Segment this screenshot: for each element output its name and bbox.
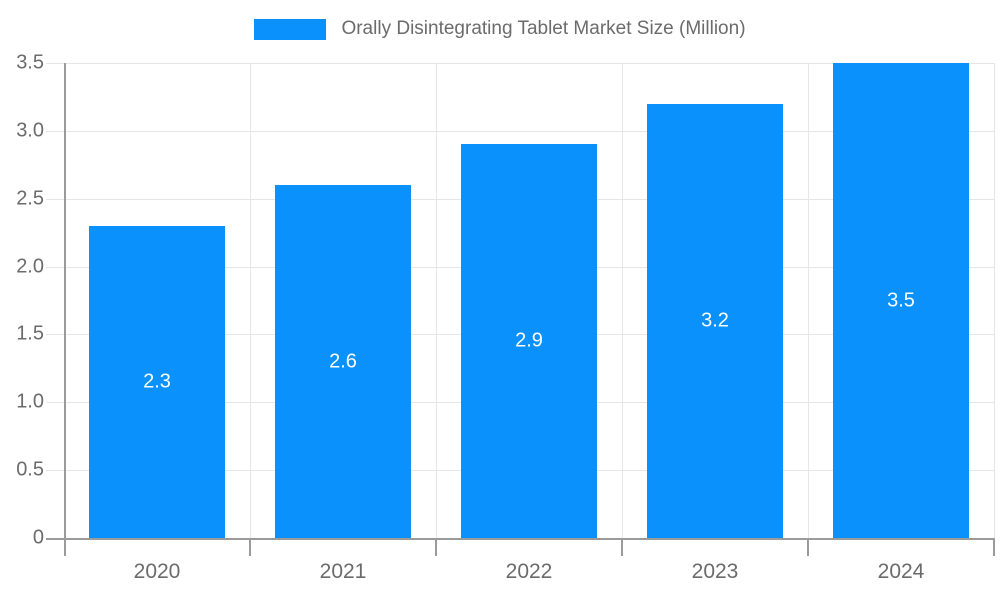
axis-tick [993,538,995,556]
axis-tick [807,538,809,556]
v-gridline [808,63,809,538]
bar[interactable]: 2.6 [275,185,411,538]
plot-area: 2.3 2.6 2.9 3.2 3.5 [46,63,995,556]
y-tick-label: 3.5 [16,51,44,74]
chart-legend[interactable]: Orally Disintegrating Tablet Market Size… [0,18,1000,40]
x-tick-label: 2021 [319,560,367,583]
bar-value-label: 2.9 [515,329,543,352]
bar-value-label: 2.3 [143,370,171,393]
legend-swatch [254,18,327,40]
x-tick-label: 2022 [505,560,553,583]
y-tick-label: 1.0 [16,390,44,413]
bar[interactable]: 2.3 [89,225,225,538]
v-gridline [436,63,437,538]
bar[interactable]: 3.5 [833,63,969,538]
v-gridline [994,63,995,538]
y-tick-label: 1.5 [16,322,44,345]
bar-value-label: 2.6 [329,350,357,373]
bar[interactable]: 3.2 [647,103,783,538]
v-gridline [622,63,623,538]
x-tick-label: 2020 [133,560,181,583]
h-gridline [46,130,994,132]
x-axis-labels: 2020 2021 2022 2023 2024 [64,560,994,588]
y-tick-label: 0 [32,526,44,549]
y-tick-label: 3.0 [16,119,44,142]
y-axis-line [64,63,66,556]
v-gridline [250,63,251,538]
x-tick-label: 2024 [877,560,925,583]
x-tick-label: 2023 [691,560,739,583]
h-gridline [46,63,994,64]
axis-tick [249,538,251,556]
axis-tick [621,538,623,556]
axis-tick [435,538,437,556]
y-axis-labels: 0 0.5 1.0 1.5 2.0 2.5 3.0 3.5 [0,52,44,549]
y-tick-label: 2.5 [16,187,44,210]
legend-label: Orally Disintegrating Tablet Market Size… [341,18,746,39]
y-tick-label: 0.5 [16,458,44,481]
bar-value-label: 3.5 [887,289,915,311]
x-axis-line [46,538,994,540]
bar[interactable]: 2.9 [461,144,597,538]
y-tick-label: 2.0 [16,255,44,278]
bar-value-label: 3.2 [701,309,729,332]
